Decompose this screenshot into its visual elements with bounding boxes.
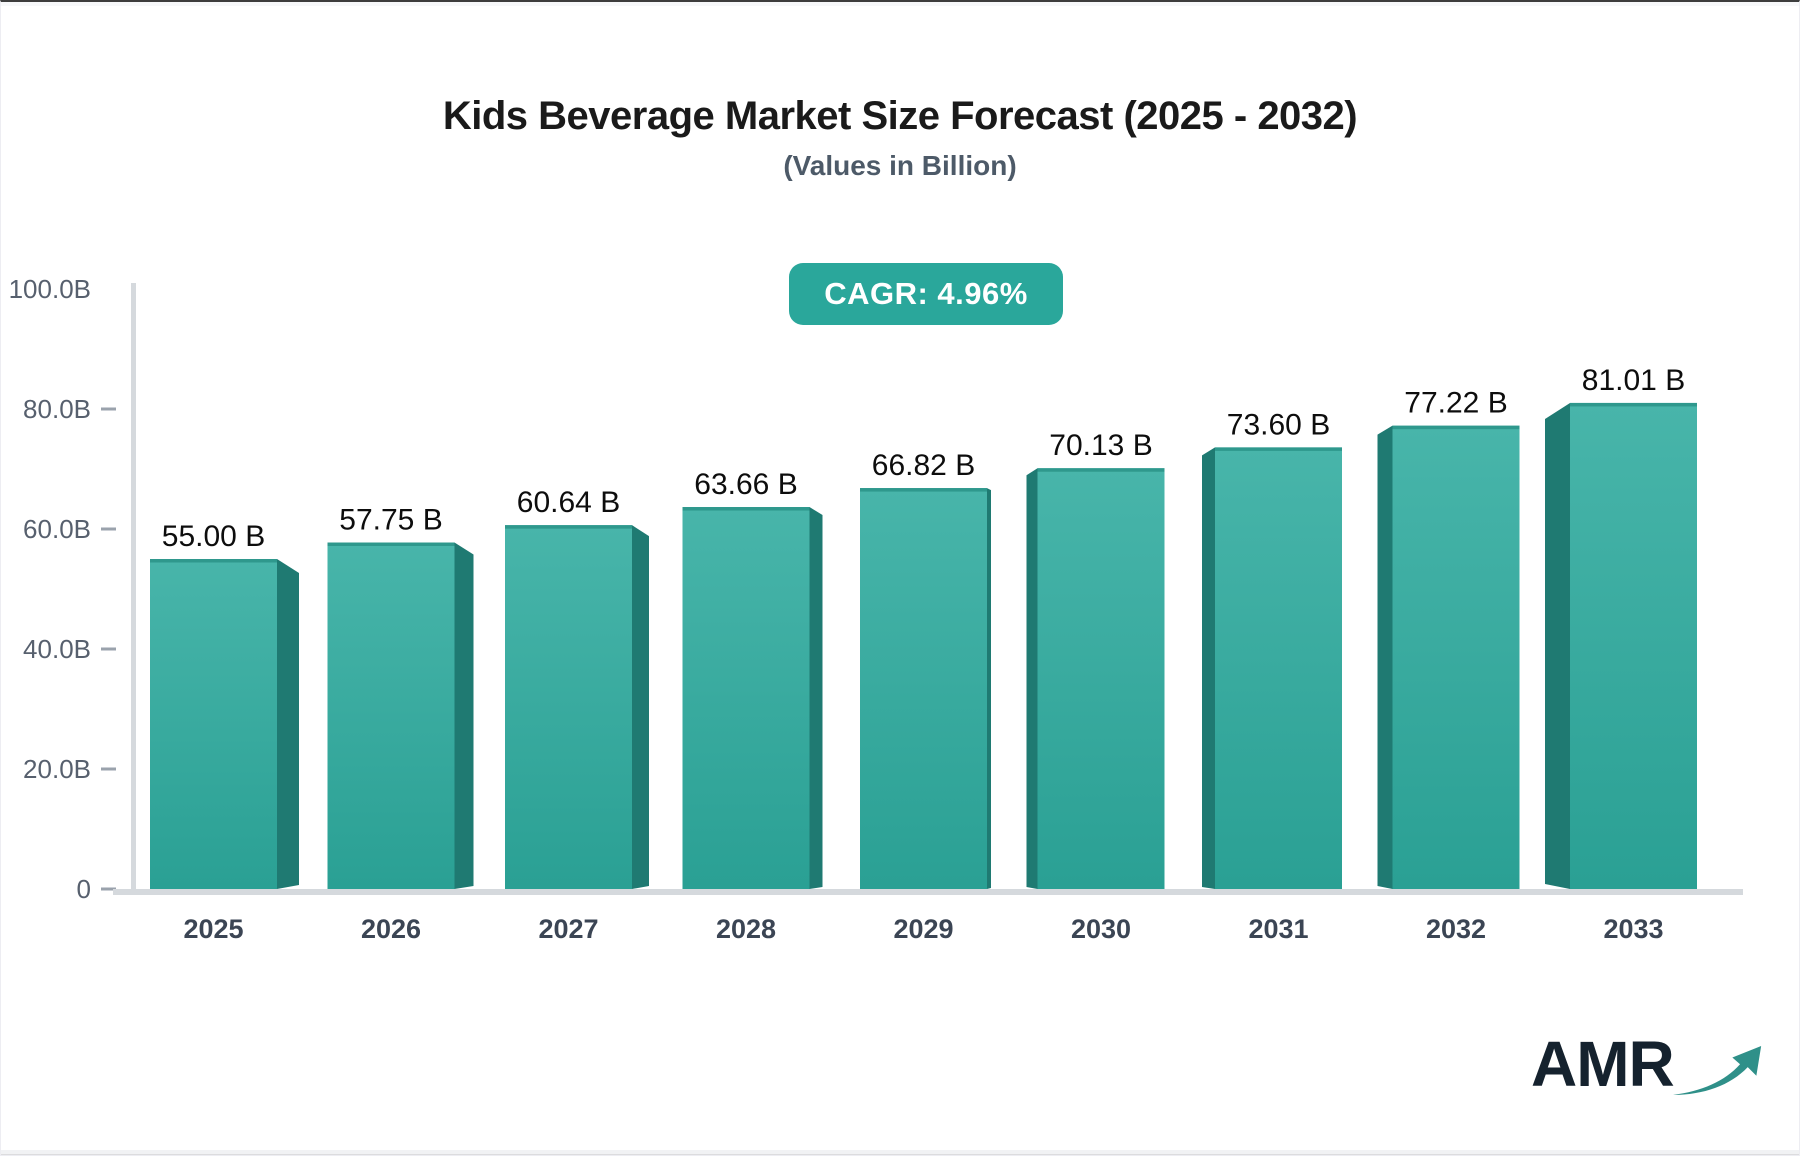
x-axis-label: 2033 <box>1603 914 1663 944</box>
bar-top-edge <box>1215 447 1342 451</box>
bar-top-edge <box>860 488 987 492</box>
x-axis-label: 2030 <box>1071 914 1131 944</box>
y-axis-tick-label: 40.0B <box>23 634 91 664</box>
x-axis-label: 2032 <box>1426 914 1486 944</box>
bar-top-edge <box>1037 468 1165 472</box>
bar-face <box>860 488 987 889</box>
bar-top-edge <box>327 542 455 546</box>
bar-3d-side <box>632 525 649 889</box>
bar-top-edge <box>1392 425 1520 430</box>
bar-value-label: 70.13 B <box>1049 429 1152 462</box>
x-axis-baseline <box>113 889 1743 895</box>
x-axis-label: 2026 <box>361 914 421 944</box>
y-axis-tick <box>101 527 116 531</box>
x-axis-label: 2029 <box>893 914 953 944</box>
bar-top-edge <box>1570 402 1697 407</box>
growth-arrow-icon <box>1672 1046 1762 1095</box>
bar-face <box>1392 425 1520 889</box>
bar-value-label: 63.66 B <box>694 468 797 501</box>
y-axis-tick-label: 60.0B <box>23 514 91 544</box>
bar-3d-side <box>454 542 474 889</box>
top-border-strip <box>1 2 1799 6</box>
bar-value-label: 66.82 B <box>872 449 975 482</box>
y-axis-line <box>131 283 136 895</box>
bar-3d-side <box>1202 447 1215 889</box>
bar-face <box>682 507 810 889</box>
bar-value-label: 73.60 B <box>1227 408 1330 441</box>
bar-face <box>327 542 455 889</box>
x-axis-label: 2028 <box>716 914 776 944</box>
y-axis-tick-label: 0 <box>77 874 91 904</box>
bar-value-label: 81.01 B <box>1582 364 1685 397</box>
brand-logo-text: AMR <box>1531 1028 1675 1100</box>
y-axis-tick-label: 100.0B <box>9 274 91 304</box>
y-axis-tick <box>101 647 116 651</box>
y-axis-tick <box>101 887 116 891</box>
bar-3d-side <box>987 488 991 889</box>
bar-value-label: 57.75 B <box>339 504 442 537</box>
bar-3d-side <box>1026 468 1038 889</box>
y-axis-tick-label: 20.0B <box>23 754 91 784</box>
bar-value-label: 60.64 B <box>517 486 620 519</box>
bar-3d-side <box>277 559 299 889</box>
cagr-badge: CAGR: 4.96% <box>789 263 1063 325</box>
chart-title: Kids Beverage Market Size Forecast (2025… <box>442 94 1358 138</box>
y-axis-tick <box>101 767 116 771</box>
bar-value-label: 77.22 B <box>1404 387 1507 420</box>
bar-face <box>1037 468 1165 889</box>
bar-top-edge <box>682 507 810 511</box>
cagr-badge-label: CAGR: 4.96% <box>824 276 1028 311</box>
brand-logo: AMR <box>1521 1024 1762 1114</box>
bar-top-edge <box>505 525 632 529</box>
x-axis-label: 2031 <box>1248 914 1308 944</box>
bar-face <box>150 559 277 889</box>
bar-value-label: 55.00 B <box>162 520 265 553</box>
bar-3d-side <box>1545 402 1570 889</box>
bar-face <box>1215 447 1342 889</box>
y-axis-tick-label: 80.0B <box>23 394 91 424</box>
chart-subtitle: (Values in Billion) <box>783 150 1017 181</box>
x-axis-label: 2027 <box>538 914 598 944</box>
bar-top-edge <box>150 559 277 563</box>
bar-3d-side <box>1377 425 1393 889</box>
bar-3d-side <box>809 507 823 889</box>
y-axis-tick <box>101 407 116 411</box>
bottom-border-strip <box>1 1150 1799 1155</box>
bar-face <box>505 525 632 889</box>
x-axis-label: 2025 <box>183 914 243 944</box>
bar-face <box>1570 402 1697 889</box>
